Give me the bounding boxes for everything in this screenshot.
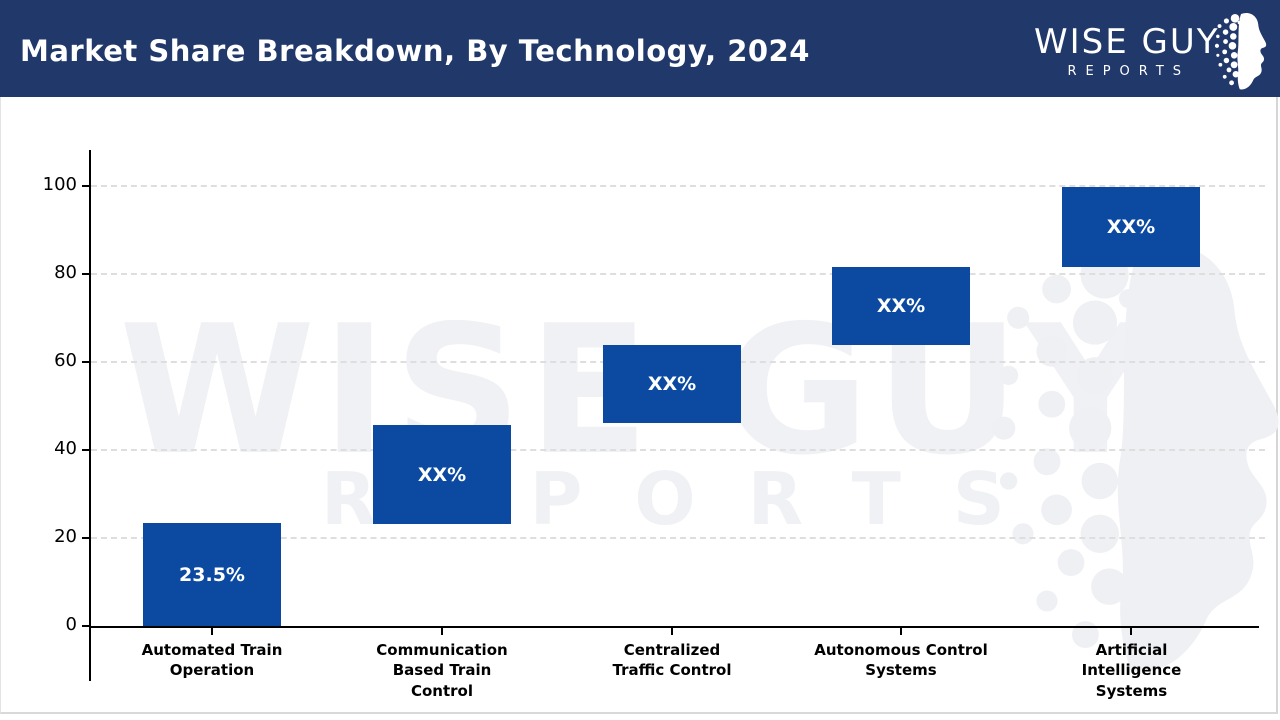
gridline-40 (91, 449, 1265, 451)
gridline-80 (91, 273, 1265, 275)
brand-logo-text: WISE GUY REPORTS (1034, 22, 1220, 79)
bar-segment-communication-based-train-control: XX% (373, 425, 511, 524)
brand-name: WISE GUY (1034, 22, 1220, 62)
x-tick-mark (671, 628, 673, 635)
bar-value-label: XX% (647, 373, 697, 395)
x-category-label: Communication Based Train Control (376, 641, 508, 700)
y-tick-mark (82, 185, 89, 187)
header-bar: Market Share Breakdown, By Technology, 2… (0, 0, 1280, 97)
y-tick-label: 100 (42, 174, 77, 195)
bar-value-label: XX% (417, 463, 467, 486)
bar-value-label: 23.5% (179, 563, 245, 586)
gridline-100 (91, 185, 1265, 187)
y-tick-mark (82, 449, 89, 451)
dotted-head-profile-icon (1214, 12, 1267, 90)
x-category-label: Centralized Traffic Control (612, 641, 732, 680)
x-category-label: Artificial Intelligence Systems (1081, 641, 1182, 700)
y-tick-mark (82, 537, 89, 539)
y-tick-label: 0 (65, 614, 77, 635)
x-axis-line (89, 626, 1259, 628)
y-tick-mark (82, 361, 89, 363)
bar-value-label: XX% (1106, 216, 1156, 238)
x-category-label: Automated Train Operation (141, 641, 283, 680)
brand-subtitle: REPORTS (1067, 64, 1191, 79)
bar-value-label: XX% (876, 295, 926, 317)
bar-segment-artificial-intelligence-systems: XX% (1062, 187, 1200, 267)
bar-segment-automated-train-operation: 23.5% (143, 523, 281, 626)
y-tick-label: 20 (54, 526, 77, 547)
bar-segment-centralized-traffic-control: XX% (603, 345, 741, 423)
gridline-20 (91, 537, 1265, 539)
y-tick-label: 60 (54, 350, 77, 371)
y-tick-label: 40 (54, 438, 77, 459)
x-tick-mark (441, 628, 443, 635)
chart-title: Market Share Breakdown, By Technology, 2… (20, 34, 810, 68)
plot-panel: WISE GUY REPORTS (0, 97, 1279, 714)
x-tick-mark (900, 628, 902, 635)
y-axis-line (89, 150, 91, 681)
bar-segment-autonomous-control-systems: XX% (832, 267, 970, 345)
x-category-label: Autonomous Control Systems (814, 641, 988, 680)
y-tick-mark (82, 625, 89, 627)
y-tick-label: 80 (54, 262, 77, 283)
brand-logo: WISE GUY REPORTS (1016, 6, 1267, 92)
x-tick-mark (211, 628, 213, 635)
y-tick-mark (82, 273, 89, 275)
x-tick-mark (1130, 628, 1132, 635)
